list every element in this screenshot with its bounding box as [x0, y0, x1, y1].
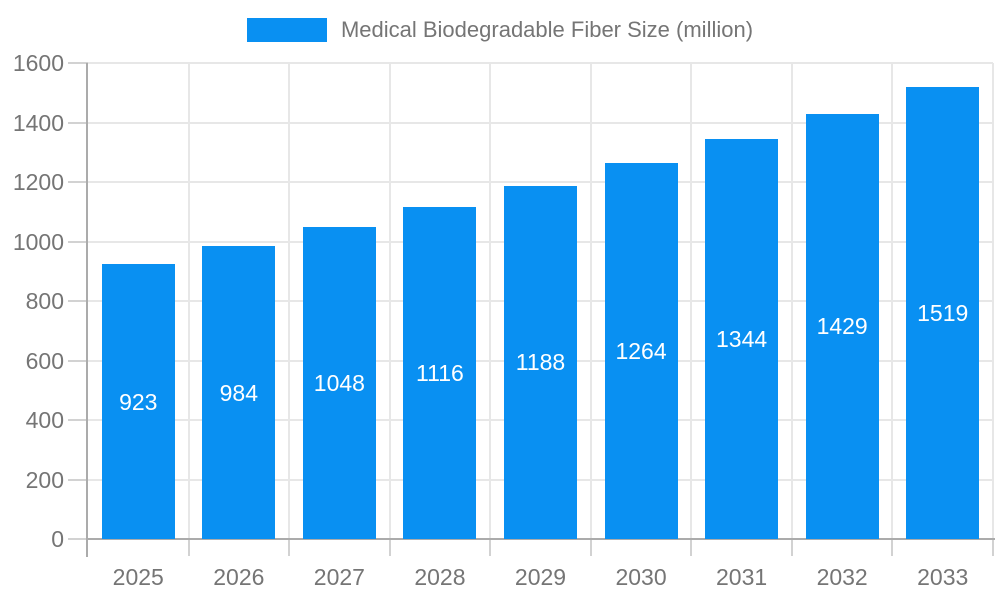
- v-gridline: [589, 63, 592, 539]
- x-tick-label-2030: 2030: [615, 564, 667, 590]
- y-axis-tick: [68, 419, 88, 421]
- x-axis-tick: [489, 539, 492, 556]
- bar-value-label-2028: 1116: [416, 359, 464, 386]
- y-tick-label: 400: [25, 407, 64, 433]
- y-axis-tick: [68, 300, 88, 302]
- bar-2025[interactable]: 923: [101, 264, 175, 539]
- v-gridline: [891, 63, 894, 539]
- v-gridline: [388, 63, 391, 539]
- legend-label[interactable]: Medical Biodegradable Fiber Size (millio…: [340, 17, 754, 42]
- x-axis-tick: [589, 539, 592, 556]
- bar-2031[interactable]: 1344: [705, 139, 779, 539]
- x-tick-label-2027: 2027: [313, 564, 365, 590]
- y-axis-tick: [68, 359, 88, 362]
- x-tick-label-2031: 2031: [716, 564, 768, 590]
- x-tick-label-2029: 2029: [514, 564, 567, 590]
- x-tick-label-2025: 2025: [112, 564, 164, 590]
- x-axis-tick: [388, 539, 391, 556]
- x-tick-label-2026: 2026: [213, 564, 265, 590]
- x-axis-tick: [992, 539, 994, 556]
- x-axis-tick: [690, 539, 693, 556]
- x-tick-label-2032: 2032: [816, 564, 868, 590]
- v-gridline: [992, 63, 994, 539]
- y-tick-label: 800: [25, 288, 64, 314]
- y-axis-tick: [68, 478, 88, 481]
- v-gridline: [690, 63, 693, 539]
- bar-value-label-2033: 1519: [917, 300, 969, 327]
- legend-swatch[interactable]: [246, 18, 327, 42]
- v-gridline: [489, 63, 492, 539]
- h-gridline: [88, 181, 993, 183]
- x-axis-tick: [288, 539, 291, 556]
- chart-legend[interactable]: Medical Biodegradable Fiber Size (millio…: [0, 17, 1000, 43]
- bar-2030[interactable]: 1264: [604, 162, 678, 539]
- y-tick-label: 600: [25, 347, 64, 374]
- v-gridline: [790, 63, 793, 539]
- bar-value-label-2029: 1188: [515, 349, 566, 376]
- bar-2029[interactable]: 1188: [504, 185, 577, 539]
- h-gridline: [88, 62, 993, 64]
- x-axis-tick: [790, 539, 793, 556]
- y-tick-label: 0: [51, 526, 64, 552]
- y-tick-label: 1600: [12, 50, 64, 76]
- bar-value-label-2026: 984: [219, 379, 259, 406]
- y-axis-tick: [68, 121, 88, 124]
- bar-2032[interactable]: 1429: [805, 113, 879, 539]
- x-tick-label-2028: 2028: [414, 564, 466, 590]
- y-axis-line: [86, 63, 88, 557]
- bar-value-label-2030: 1264: [615, 337, 667, 364]
- y-axis-tick: [68, 181, 88, 183]
- bar-2026[interactable]: 984: [202, 246, 276, 539]
- y-tick-label: 1400: [12, 109, 64, 136]
- y-axis-tick: [68, 240, 88, 243]
- x-axis-tick: [891, 539, 894, 556]
- y-axis-tick: [68, 62, 88, 64]
- x-tick-label-2033: 2033: [917, 564, 969, 590]
- bar-value-label-2025: 923: [119, 388, 158, 415]
- bar-value-label-2027: 1048: [313, 370, 365, 397]
- bar-2027[interactable]: 1048: [302, 227, 376, 539]
- x-axis-tick: [187, 539, 190, 556]
- bar-value-label-2031: 1344: [716, 326, 768, 353]
- y-tick-label: 200: [25, 466, 64, 493]
- h-gridline: [88, 121, 993, 124]
- bar-2028[interactable]: 1116: [403, 206, 477, 539]
- v-gridline: [288, 63, 291, 539]
- bar-2033[interactable]: 1519: [906, 87, 980, 539]
- v-gridline: [187, 63, 190, 539]
- y-axis-tick: [68, 538, 88, 540]
- bar-value-label-2032: 1429: [816, 313, 868, 340]
- x-axis-line: [86, 538, 995, 540]
- y-tick-label: 1200: [12, 169, 64, 195]
- y-tick-label: 1000: [12, 228, 64, 255]
